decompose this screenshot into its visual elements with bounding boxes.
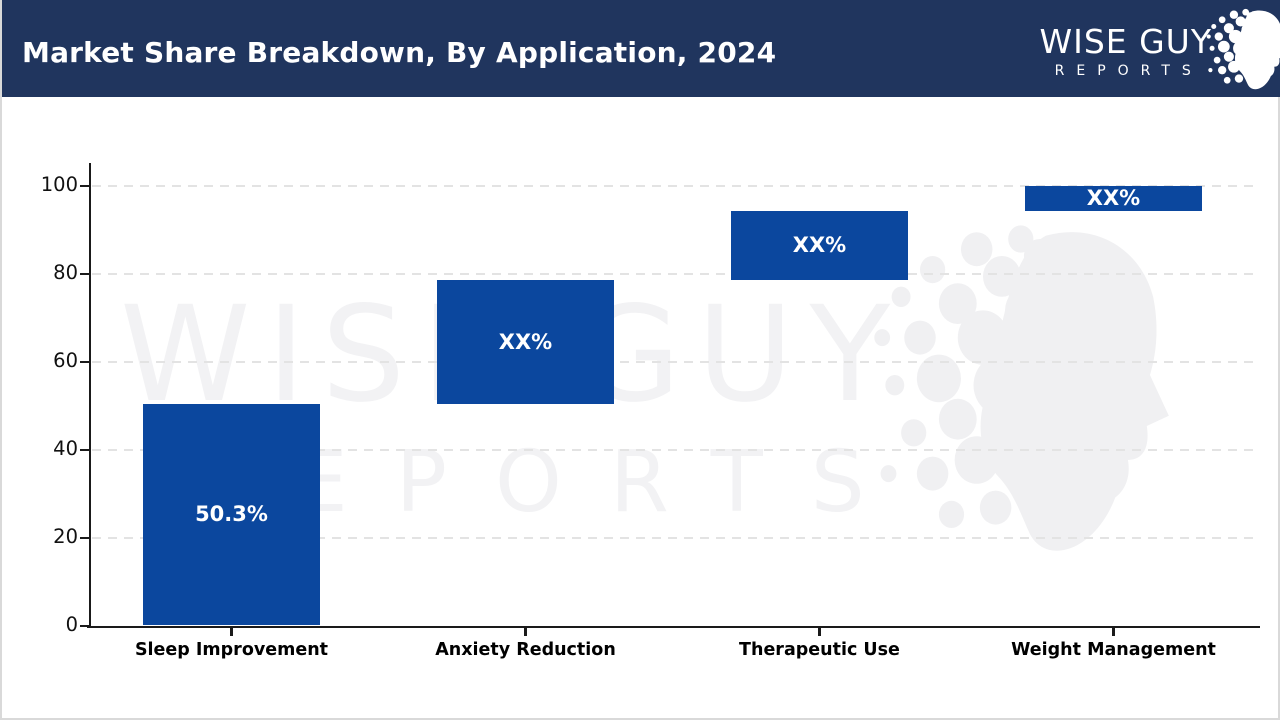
y-tick-mark	[80, 185, 89, 187]
bar-anxiety-reduction: XX%	[437, 280, 614, 405]
y-gridline	[92, 448, 1255, 451]
x-category-label: Sleep Improvement	[134, 640, 329, 660]
x-category-label: Weight Management	[1011, 640, 1216, 660]
bar-weight-management: XX%	[1025, 186, 1202, 211]
y-tick-label: 80	[53, 260, 78, 284]
y-tick-mark	[80, 360, 89, 363]
bar-value-label: 50.3%	[195, 502, 268, 527]
y-gridline	[92, 360, 1255, 363]
x-axis-spine	[87, 625, 1260, 628]
wiseguy-logo: WISE GUY REPORTS	[1032, 0, 1280, 97]
bar-therapeutic-use: XX%	[731, 210, 908, 281]
y-tick-mark	[80, 272, 89, 275]
x-tick-mark	[230, 627, 233, 636]
y-tick-mark	[80, 624, 89, 627]
y-tick-label: 20	[53, 524, 78, 548]
bar-value-label: XX%	[1086, 185, 1141, 210]
logo-subtext: REPORTS	[1054, 63, 1203, 79]
logo-wordmark: WISE GUY	[1039, 22, 1212, 61]
y-tick-mark	[80, 536, 89, 539]
y-gridline	[92, 185, 1255, 187]
head-logo-icon	[1206, 8, 1280, 90]
bar-sleep-improvement: 50.3%	[143, 404, 320, 626]
bar-value-label: XX%	[792, 232, 847, 257]
y-tick-label: 0	[65, 612, 78, 636]
x-tick-mark	[1112, 627, 1115, 636]
y-tick-label: 100	[40, 173, 78, 196]
chart-title: Market Share Breakdown, By Application, …	[22, 36, 777, 69]
x-category-label: Therapeutic Use	[739, 640, 900, 660]
y-gridline	[92, 272, 1255, 275]
head-watermark-icon	[874, 225, 1169, 551]
x-category-label: Anxiety Reduction	[435, 640, 616, 660]
y-tick-mark	[80, 448, 89, 451]
y-gridline	[92, 536, 1255, 539]
y-tick-label: 60	[53, 348, 78, 372]
logo-text: WISE GUY REPORTS	[1039, 22, 1212, 79]
x-tick-mark	[818, 627, 821, 636]
bar-value-label: XX%	[498, 329, 553, 354]
y-tick-label: 40	[53, 436, 78, 460]
x-tick-mark	[524, 627, 527, 636]
y-axis-spine	[88, 163, 91, 628]
header-bar: Market Share Breakdown, By Application, …	[2, 0, 1280, 97]
